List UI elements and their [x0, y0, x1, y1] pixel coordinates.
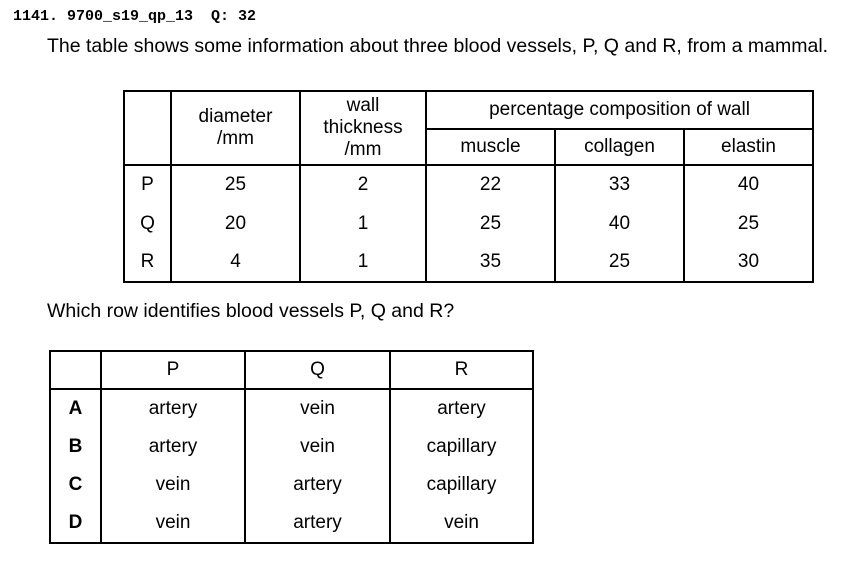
option-letter: C: [49, 466, 102, 505]
info-cell: 4: [170, 243, 301, 282]
answer-cell: capillary: [389, 466, 534, 505]
info-table-header-wall-thickness: wall thickness /mm: [299, 90, 427, 166]
answer-cell: artery: [100, 389, 246, 428]
blood-vessel-info-table: diameter /mm wall thickness /mm percenta…: [123, 90, 814, 283]
answer-cell: vein: [100, 504, 246, 543]
info-cell: 30: [683, 243, 814, 282]
info-table-header: diameter /mm wall thickness /mm percenta…: [123, 90, 814, 166]
info-table-row-p: P 25 2 22 33 40: [123, 165, 814, 204]
info-table-header-elastin: elastin: [683, 128, 814, 166]
info-cell: 22: [425, 165, 556, 204]
answer-option-row-a: A artery vein artery: [49, 389, 534, 428]
answer-cell: vein: [389, 504, 534, 543]
info-table-header-diameter: diameter /mm: [170, 90, 301, 166]
answer-option-row-c: C vein artery capillary: [49, 466, 534, 505]
question-reference: 1141. 9700_s19_qp_13 Q: 32: [13, 8, 257, 25]
info-cell: 20: [170, 204, 301, 243]
answer-cell: artery: [100, 427, 246, 466]
answer-cell: artery: [244, 504, 391, 543]
info-cell: 25: [425, 204, 556, 243]
answer-option-row-d: D vein artery vein: [49, 504, 534, 543]
info-table-header-row-2: muscle collagen elastin: [124, 128, 814, 166]
option-letter: A: [49, 389, 102, 428]
info-table-header-composition: percentage composition of wall: [425, 90, 814, 130]
answer-cell: artery: [389, 389, 534, 428]
info-cell: 35: [425, 243, 556, 282]
option-letter: B: [49, 427, 102, 466]
question-intro-text: The table shows some information about t…: [47, 35, 829, 57]
option-letter: D: [49, 504, 102, 543]
info-cell: 25: [683, 204, 814, 243]
exam-question-page: 1141. 9700_s19_qp_13 Q: 32 The table sho…: [0, 8, 868, 544]
answer-table-corner-cell: [49, 350, 102, 390]
info-cell: 1: [299, 204, 427, 243]
answer-table-header-q: Q: [244, 350, 391, 390]
answer-table-header-row: P Q R: [49, 350, 534, 390]
info-cell: 40: [683, 165, 814, 204]
answer-cell: artery: [244, 466, 391, 505]
answer-cell: vein: [244, 389, 391, 428]
info-table-header-muscle: muscle: [425, 128, 556, 166]
info-table-header-collagen: collagen: [554, 128, 685, 166]
answer-option-row-b: B artery vein capillary: [49, 427, 534, 466]
answer-options-table: P Q R A artery vein artery B artery vein…: [49, 350, 534, 544]
row-label: R: [123, 243, 172, 282]
row-label: Q: [123, 204, 172, 243]
answer-cell: capillary: [389, 427, 534, 466]
info-cell: 25: [170, 165, 301, 204]
info-table-row-r: R 4 1 35 25 30: [123, 243, 814, 282]
answer-cell: vein: [244, 427, 391, 466]
info-cell: 1: [299, 243, 427, 282]
info-cell: 25: [554, 243, 685, 282]
info-table-row-q: Q 20 1 25 40 25: [123, 204, 814, 243]
answer-table-header-p: P: [100, 350, 246, 390]
info-table-corner-cell: [123, 90, 172, 166]
info-cell: 2: [299, 165, 427, 204]
info-cell: 33: [554, 165, 685, 204]
answer-table-header-r: R: [389, 350, 534, 390]
answer-table-header: P Q R: [49, 350, 534, 390]
info-table-header-row-1: diameter /mm wall thickness /mm percenta…: [123, 90, 814, 166]
question-prompt-text: Which row identifies blood vessels P, Q …: [47, 300, 455, 322]
row-label: P: [123, 165, 172, 204]
answer-cell: vein: [100, 466, 246, 505]
info-cell: 40: [554, 204, 685, 243]
